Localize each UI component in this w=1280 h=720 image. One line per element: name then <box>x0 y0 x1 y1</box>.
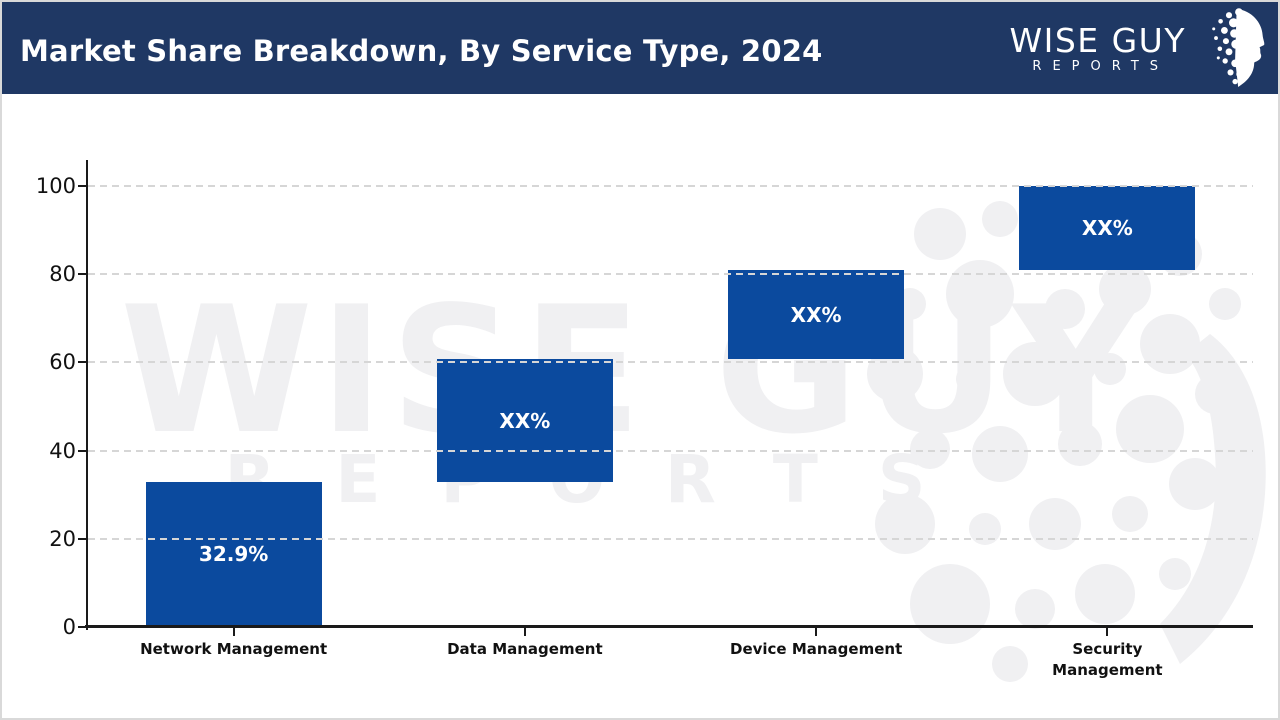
brand-logo: WISE GUY REPORTS <box>1009 6 1268 90</box>
y-tick-label: 20 <box>49 526 76 551</box>
bar-segment <box>436 359 613 482</box>
y-tick-label: 80 <box>49 262 76 287</box>
bar-segment <box>728 270 905 360</box>
header-banner: Market Share Breakdown, By Service Type,… <box>0 0 1280 94</box>
y-tick-mark <box>78 626 87 628</box>
brand-logo-text: WISE GUY REPORTS <box>1009 24 1186 73</box>
brand-face-icon <box>1212 8 1265 87</box>
x-tick-mark <box>815 628 818 636</box>
x-tick-mark <box>523 628 526 636</box>
y-tick-mark <box>78 449 87 452</box>
chart-area: WISE GUY REPORTS 02040608010032.9%Networ… <box>0 94 1280 720</box>
gridline-60 <box>88 361 1253 364</box>
gridline-40 <box>88 449 1253 452</box>
x-category-label: Network Management <box>140 640 328 658</box>
y-tick-mark <box>78 537 87 540</box>
bar-value-label: XX% <box>790 302 842 327</box>
bar-value-label: XX% <box>1081 216 1133 241</box>
y-tick-label: 100 <box>35 174 76 198</box>
y-tick-mark <box>78 361 87 364</box>
x-axis-line <box>85 625 1253 628</box>
gridline-100 <box>88 185 1253 187</box>
bar-segment <box>145 481 322 627</box>
bar-value-label: 32.9% <box>198 542 269 567</box>
gridline-80 <box>88 273 1253 276</box>
y-tick-mark <box>78 273 87 276</box>
x-category-label: Device Management <box>730 640 903 658</box>
brand-subname: REPORTS <box>1032 58 1170 74</box>
x-category-label: Security Management <box>1052 640 1163 679</box>
gridline-20 <box>88 537 1253 540</box>
y-tick-label: 60 <box>49 350 76 375</box>
y-tick-mark <box>78 185 87 187</box>
bar-value-label: XX% <box>499 408 551 433</box>
page-title: Market Share Breakdown, By Service Type,… <box>20 34 823 68</box>
x-category-label: Data Management <box>447 640 603 658</box>
y-axis-line <box>86 160 88 630</box>
x-tick-mark <box>232 628 235 636</box>
x-tick-mark <box>1106 628 1109 636</box>
y-tick-label: 0 <box>62 615 76 639</box>
y-tick-label: 40 <box>49 438 76 463</box>
brand-name: WISE GUY <box>1009 20 1186 60</box>
